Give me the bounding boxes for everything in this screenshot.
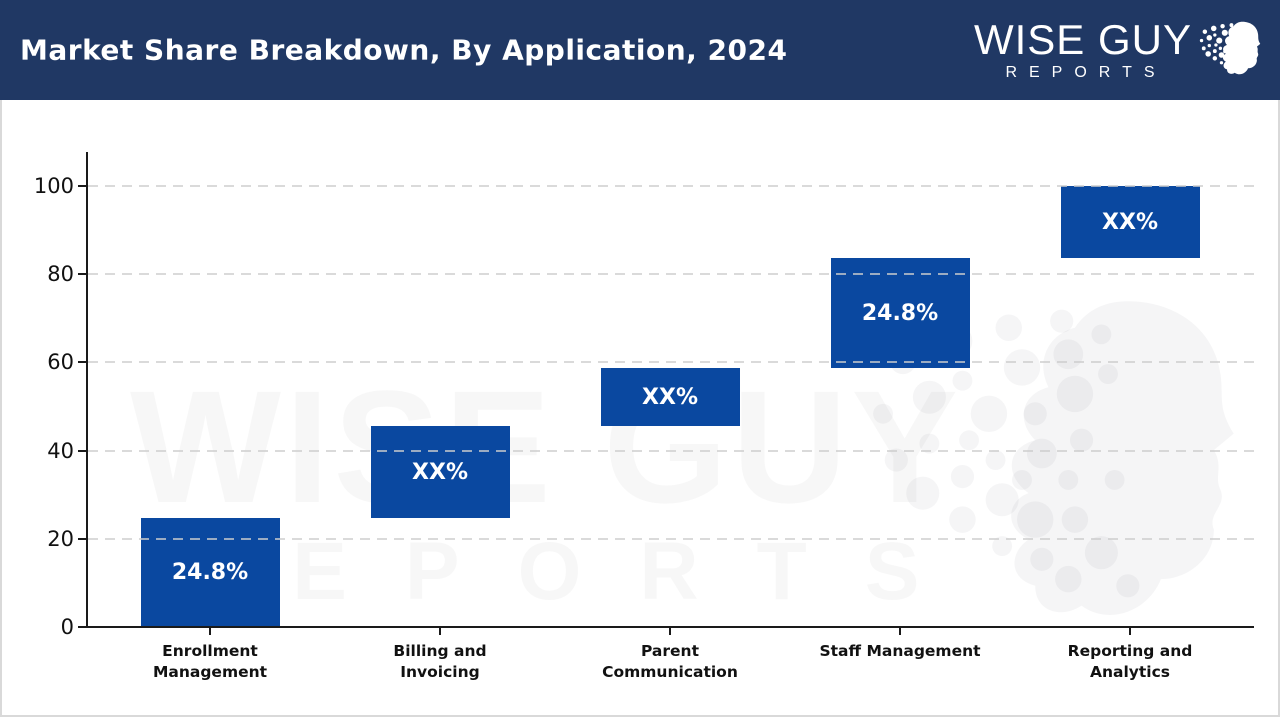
logo-wordmark: WISE GUY bbox=[973, 15, 1192, 63]
bar-segment bbox=[1060, 186, 1200, 258]
logo-text: WISE GUY REPORTS bbox=[973, 15, 1192, 82]
y-tick-label: 60 bbox=[47, 350, 74, 374]
category-label: Enrollment Management bbox=[152, 642, 268, 681]
page-border-right bbox=[1278, 100, 1280, 717]
gridline bbox=[88, 185, 1254, 187]
x-tick bbox=[209, 627, 211, 635]
y-tick-label: 80 bbox=[47, 262, 74, 286]
bar-value-label: XX% bbox=[1102, 209, 1158, 235]
category-label: Reporting and Analytics bbox=[1067, 642, 1193, 681]
page-border-left bbox=[0, 100, 2, 717]
y-tick bbox=[78, 185, 86, 187]
logo-subtitle: REPORTS bbox=[1005, 63, 1167, 81]
y-tick bbox=[78, 626, 86, 628]
y-tick bbox=[78, 450, 86, 452]
bar-segment bbox=[370, 426, 510, 518]
chart-title: Market Share Breakdown, By Application, … bbox=[20, 33, 788, 67]
x-tick bbox=[899, 627, 901, 635]
y-tick-label: 20 bbox=[47, 527, 74, 551]
wiseguy-logo: WISE GUY REPORTS bbox=[974, 8, 1268, 92]
y-tick-label: 100 bbox=[33, 174, 74, 198]
y-tick-label: 0 bbox=[60, 615, 74, 639]
bar-value-label: 24.8% bbox=[861, 300, 939, 326]
category-label: Billing and Invoicing bbox=[393, 642, 487, 681]
y-axis-line bbox=[86, 152, 88, 628]
gridline bbox=[88, 273, 1254, 275]
bar-value-label: XX% bbox=[412, 459, 468, 485]
header-bar: Market Share Breakdown, By Application, … bbox=[0, 0, 1280, 100]
category-label: Staff Management bbox=[819, 642, 981, 660]
y-tick bbox=[78, 361, 86, 363]
x-tick bbox=[1129, 627, 1131, 635]
y-tick-label: 40 bbox=[47, 439, 74, 463]
gridline bbox=[88, 450, 1254, 452]
category-label: Parent Communication bbox=[602, 642, 738, 681]
bar-segment bbox=[140, 518, 280, 627]
y-tick bbox=[78, 273, 86, 275]
y-tick bbox=[78, 538, 86, 540]
gridline bbox=[88, 538, 1254, 540]
bar-value-label: XX% bbox=[642, 384, 698, 410]
x-tick bbox=[669, 627, 671, 635]
page-border-bottom bbox=[0, 715, 1280, 717]
bar-segment bbox=[600, 368, 740, 426]
bar-value-label: 24.8% bbox=[171, 560, 249, 585]
x-tick bbox=[439, 627, 441, 635]
gridline bbox=[88, 361, 1254, 363]
